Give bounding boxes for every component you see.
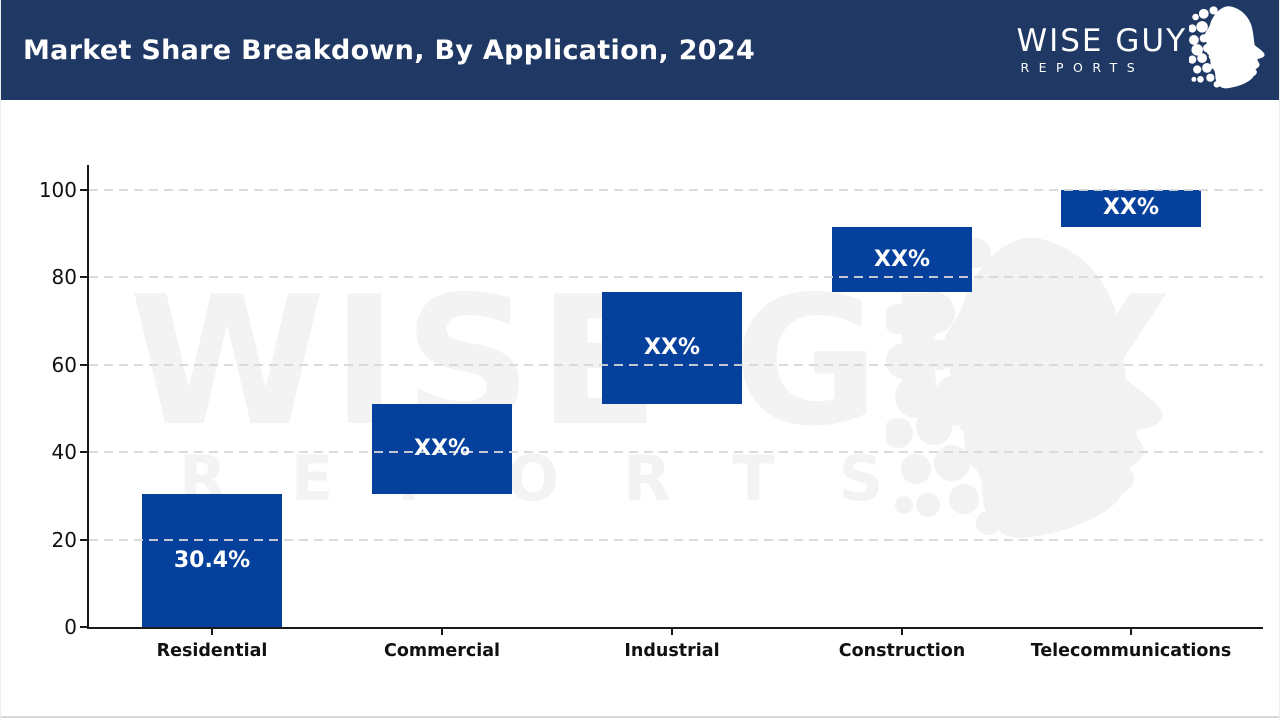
wiseguy-face-icon xyxy=(1189,3,1271,95)
bar-telecommunications xyxy=(1061,189,1201,227)
y-axis-tick xyxy=(80,276,88,278)
y-axis-tick xyxy=(80,626,88,628)
bar-value-label-commercial: XX% xyxy=(414,435,470,461)
logo-subtitle: REPORTS xyxy=(1020,59,1145,75)
x-category-label-residential: Residential xyxy=(156,641,268,661)
header: Market Share Breakdown, By Application, … xyxy=(1,0,1279,100)
logo-text: WISE GUY REPORTS xyxy=(1016,24,1187,75)
bar-value-label-residential: 30.4% xyxy=(173,547,251,573)
y-tick-label: 100 xyxy=(38,177,77,202)
bar-value-label-construction: XX% xyxy=(874,246,930,272)
y-axis-line xyxy=(87,165,89,629)
gridline-y-40 xyxy=(89,451,1263,453)
gridline-y-20 xyxy=(89,538,1263,541)
bar-industrial xyxy=(602,292,742,404)
x-axis-tick-industrial xyxy=(671,629,673,635)
x-category-label-commercial: Commercial xyxy=(383,641,500,661)
x-axis-tick-commercial xyxy=(441,629,443,635)
y-axis-tick xyxy=(80,538,88,541)
x-category-label-construction: Construction xyxy=(838,641,966,661)
logo-wordmark: WISE GUY xyxy=(1016,22,1187,59)
gridline-y-60 xyxy=(89,363,1263,366)
y-tick-label: 0 xyxy=(64,615,77,639)
x-axis-tick-telecommunications xyxy=(1130,629,1132,635)
x-category-label-telecommunications: Telecommunications xyxy=(1030,641,1232,661)
gridline-y-100 xyxy=(89,188,1263,191)
bar-value-label-industrial: XX% xyxy=(644,335,700,361)
y-tick-label: 60 xyxy=(51,352,77,377)
wiseguy-logo: WISE GUY REPORTS xyxy=(1016,3,1271,95)
bar-construction xyxy=(832,226,972,293)
bottom-border xyxy=(1,716,1279,718)
y-axis-tick xyxy=(80,451,88,453)
y-axis-tick xyxy=(80,188,88,191)
page-title: Market Share Breakdown, By Application, … xyxy=(23,34,756,66)
x-category-label-industrial: Industrial xyxy=(624,641,720,661)
x-axis-line xyxy=(87,627,1263,629)
x-axis-tick-construction xyxy=(901,629,903,635)
y-tick-label: 80 xyxy=(51,265,77,289)
gridline-y-80 xyxy=(89,276,1263,278)
y-tick-label: 40 xyxy=(51,440,77,464)
watermark-subtext: REPORTS xyxy=(179,442,948,515)
x-axis-tick-residential xyxy=(211,629,213,635)
y-tick-label: 20 xyxy=(51,527,77,552)
bar-commercial xyxy=(372,403,512,494)
bar-residential xyxy=(142,494,282,627)
bar-value-label-telecommunications: XX% xyxy=(1103,195,1159,221)
y-axis-tick xyxy=(80,363,88,366)
